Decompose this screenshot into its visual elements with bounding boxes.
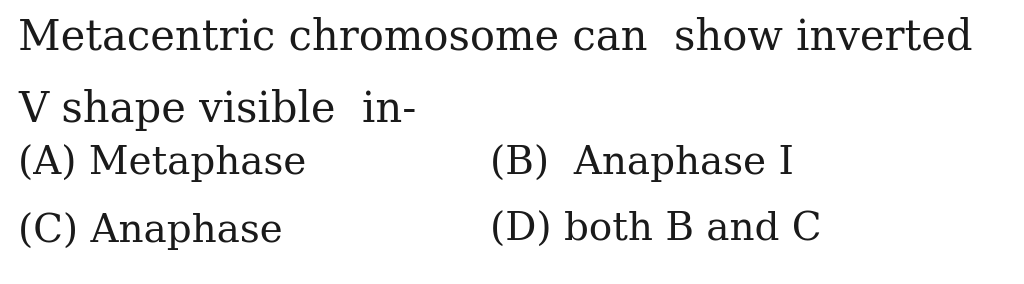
Text: (D) both B and C: (D) both B and C <box>490 212 821 249</box>
Text: (C) Anaphase: (C) Anaphase <box>18 212 283 250</box>
Text: (A) Metaphase: (A) Metaphase <box>18 144 306 182</box>
Text: Metacentric chromosome can  show inverted: Metacentric chromosome can show inverted <box>18 16 973 58</box>
Text: V shape visible  in-: V shape visible in- <box>18 89 417 131</box>
Text: (B)  Anaphase I: (B) Anaphase I <box>490 144 794 182</box>
